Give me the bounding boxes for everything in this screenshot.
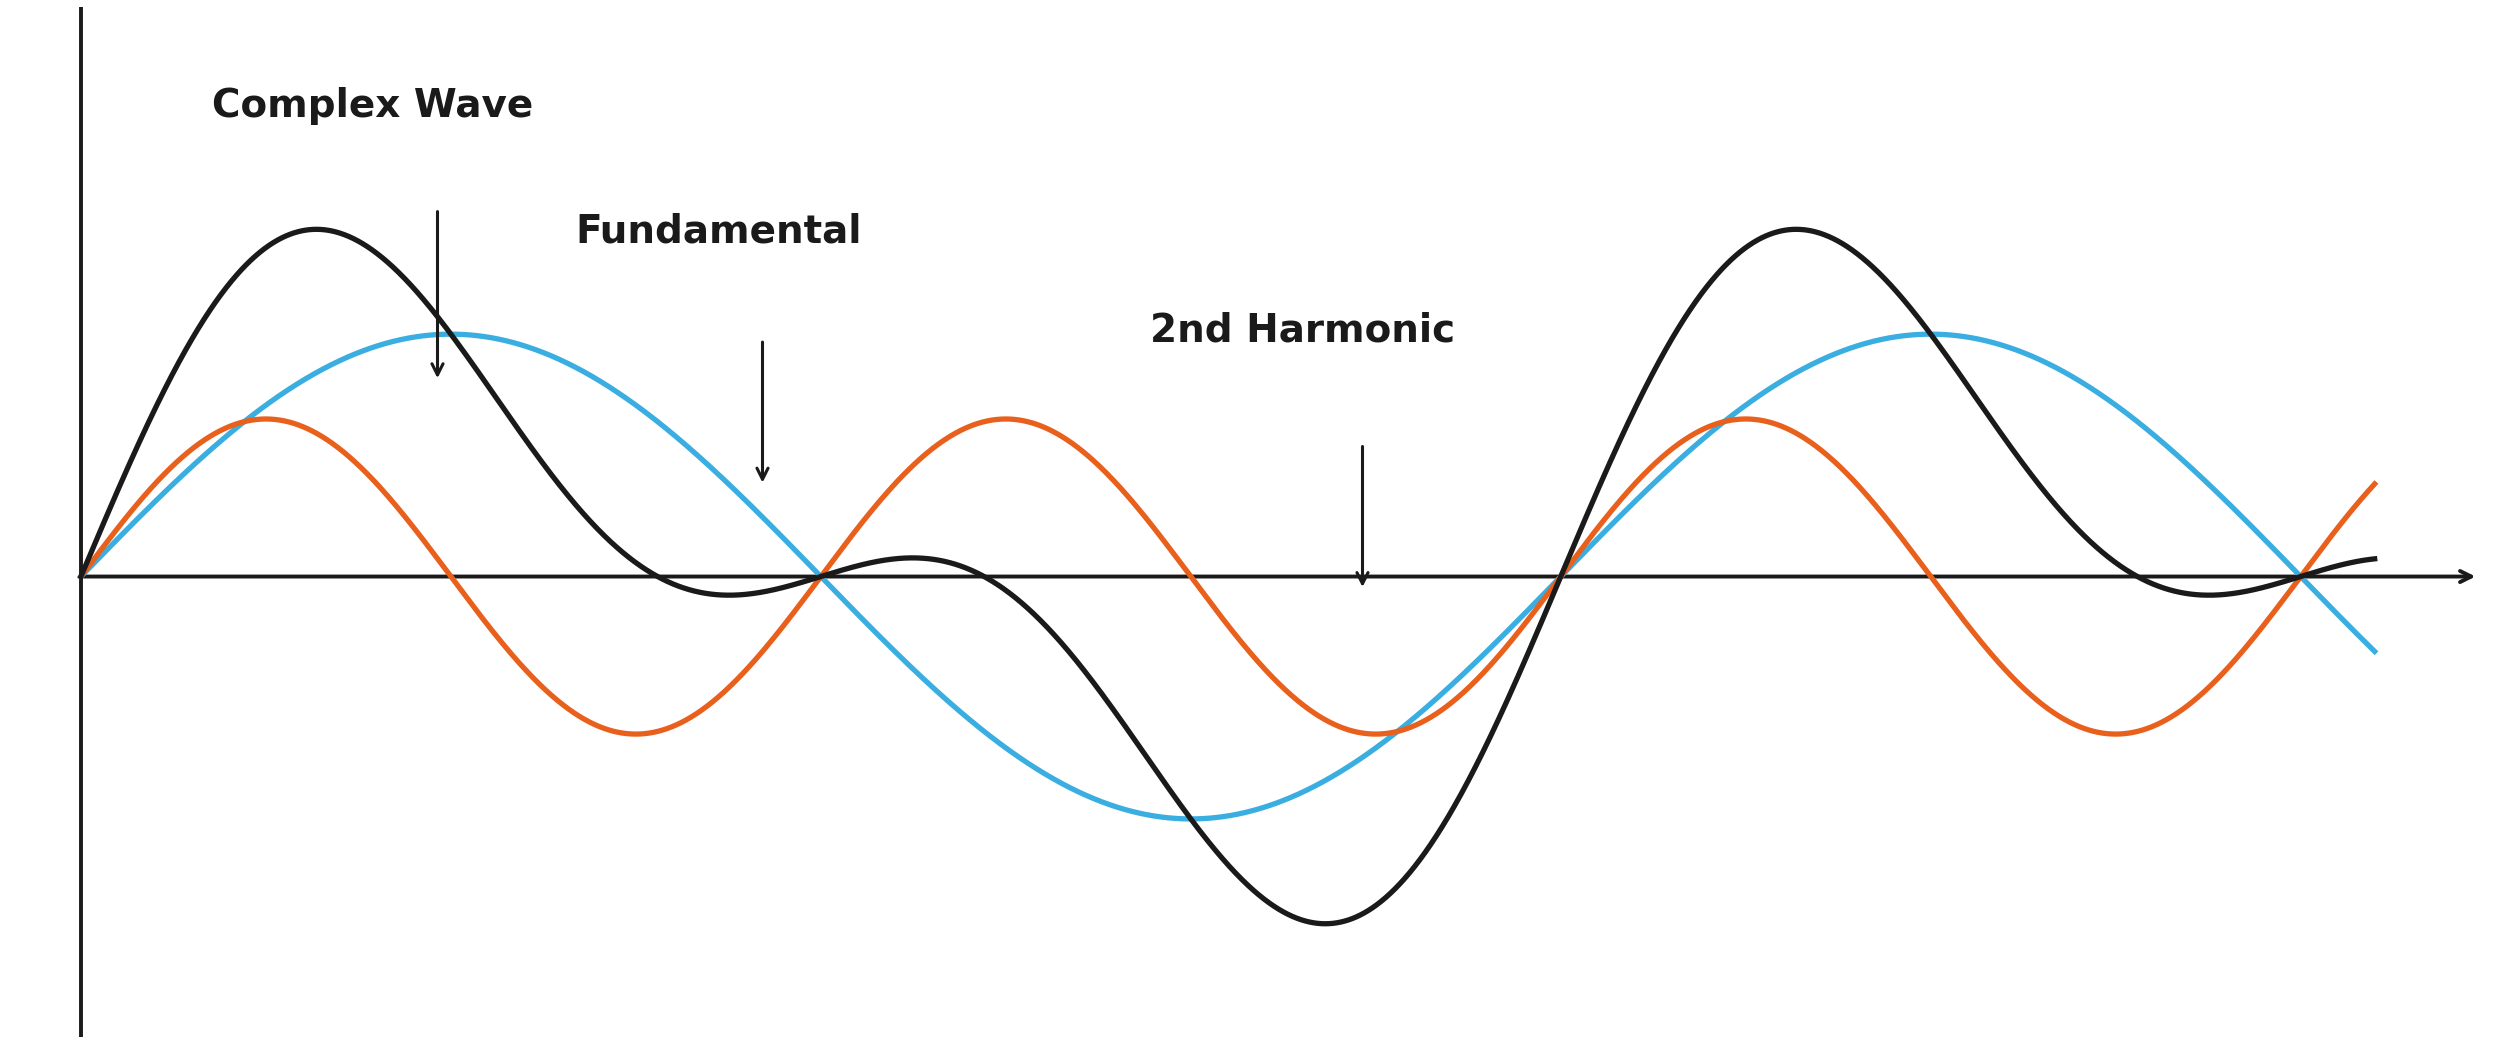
Text: 2nd Harmonic: 2nd Harmonic — [1150, 312, 1455, 350]
Text: Complex Wave: Complex Wave — [213, 88, 535, 125]
Text: Fundamental: Fundamental — [575, 213, 862, 251]
